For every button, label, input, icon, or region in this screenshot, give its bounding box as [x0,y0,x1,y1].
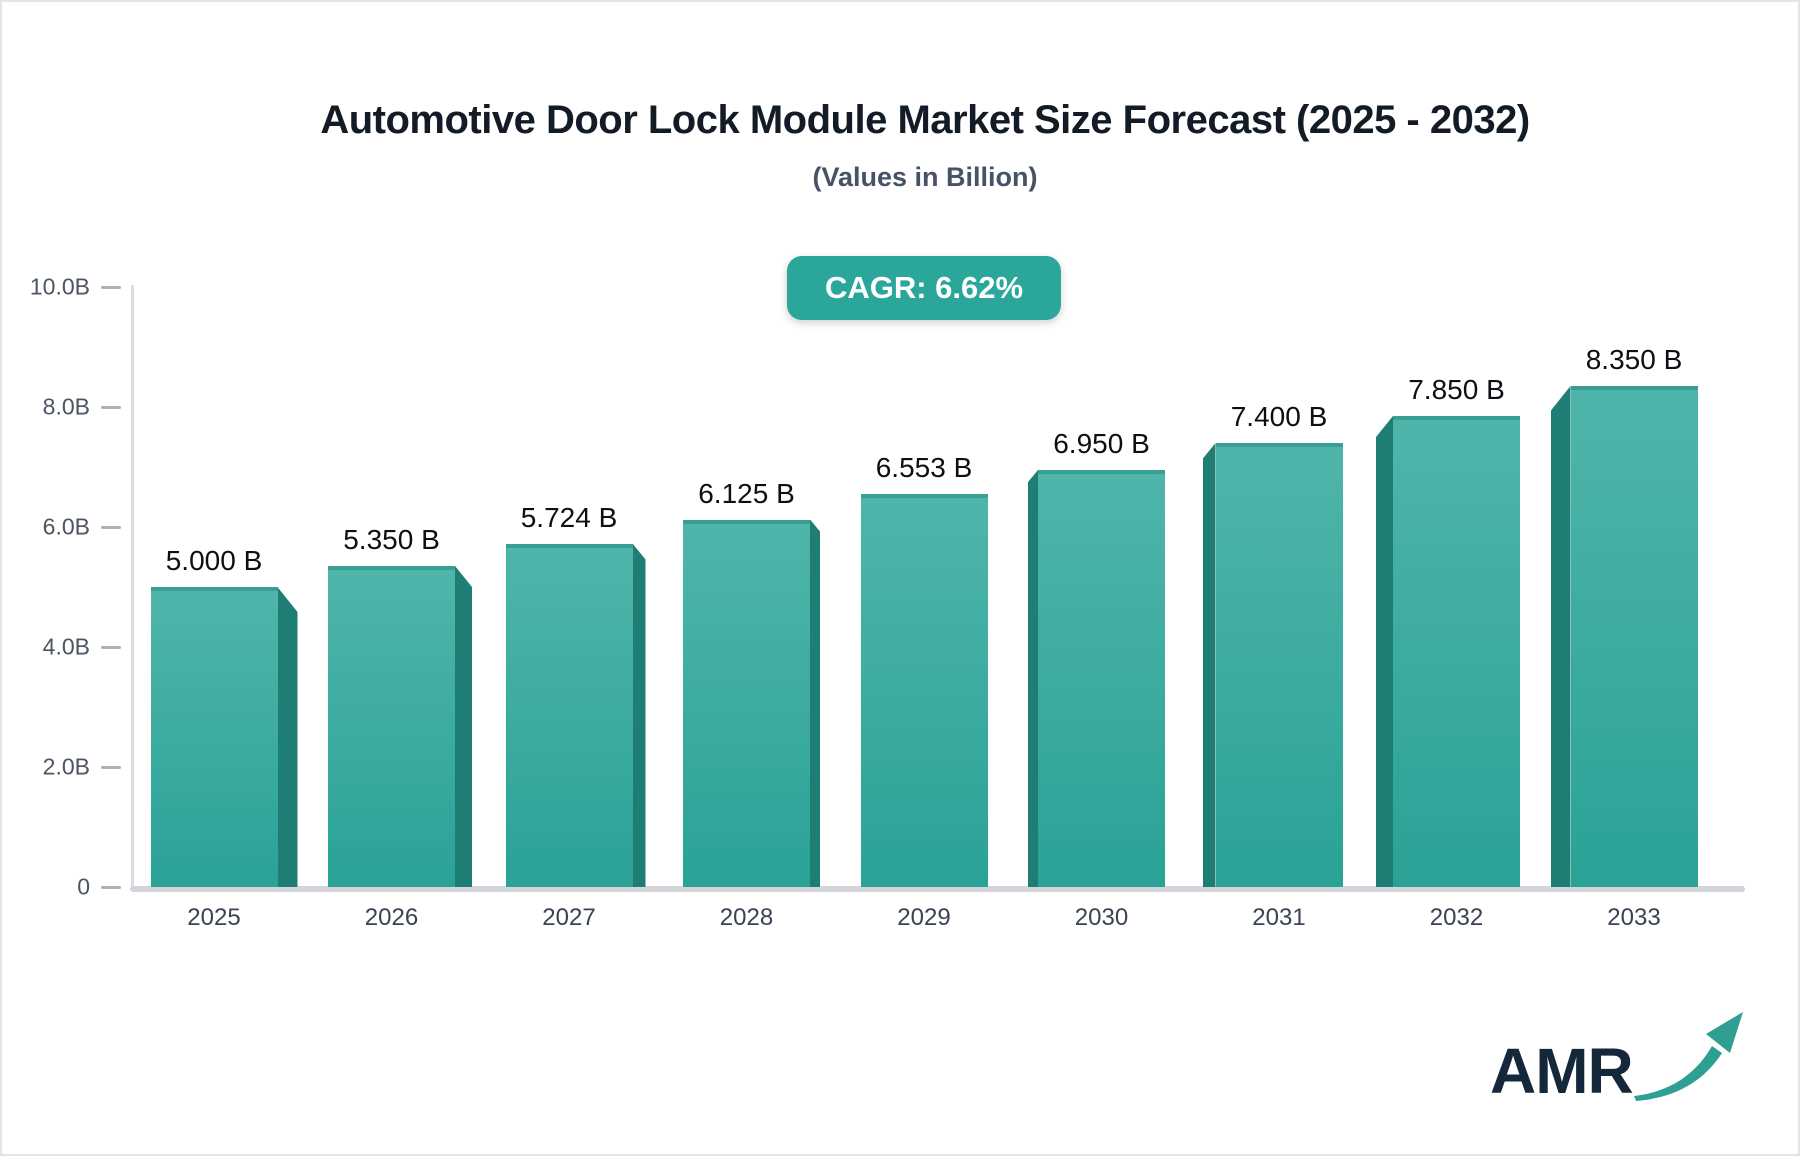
bar-3d-side [455,566,472,887]
x-axis-label: 2032 [1429,904,1484,931]
bar-face [328,566,455,887]
bar-3d-side [1028,470,1038,887]
bar-3d-side [1376,416,1393,887]
bar-value-label: 8.350 B [1585,344,1683,375]
bar-value-label: 6.950 B [1053,428,1150,459]
bar-3d-side [810,519,820,887]
bar-value-label: 7.850 B [1408,374,1505,405]
y-axis-tick-mark [101,886,121,889]
x-axis-label: 2029 [897,904,951,931]
cagr-badge: CAGR: 6.62% [786,256,1062,320]
bar-3d-side [632,543,646,887]
x-axis-label: 2026 [364,904,419,931]
bar-face [1570,386,1698,887]
bar-value-label: 7.400 B [1230,401,1328,432]
bar-face [150,587,278,887]
growth-arrow-icon [1634,1012,1743,1101]
bar-face [683,519,810,887]
y-axis-tick-mark [101,526,121,529]
x-axis-label: 2033 [1607,904,1661,931]
bar-face [1393,416,1520,887]
x-axis-baseline [130,886,1745,892]
y-axis-tick-label: 4.0B [42,633,90,660]
bar-3d-side [1202,443,1216,887]
y-axis-tick-mark [101,766,121,769]
x-axis-label: 2031 [1252,904,1306,931]
bar-face [860,493,988,887]
bar-3d-side [1550,386,1571,887]
chart-title: Automotive Door Lock Module Market Size … [320,98,1530,142]
y-axis-tick-mark [101,646,121,649]
bar-3d-side [277,587,298,887]
x-axis-label: 2030 [1074,904,1129,931]
y-axis-tick-label: 6.0B [42,513,90,540]
x-axis-label: 2025 [187,904,241,931]
bar-value-label: 6.125 B [698,477,795,509]
bar-face [1038,470,1165,887]
bar-value-label: 5.000 B [165,545,263,576]
bar-value-label: 5.724 B [520,501,618,533]
bar-face [1215,443,1343,887]
amr-logo-text: AMR [1490,1035,1634,1107]
y-axis-tick-label: 2.0B [42,753,90,780]
y-axis-tick-mark [101,286,121,289]
bar-value-label: 6.553 B [875,451,973,483]
chart-subtitle: (Values in Billion) [812,162,1038,192]
y-axis-tick-mark [101,406,121,409]
y-axis-tick-label: 0 [77,873,90,900]
y-axis-line [131,285,134,887]
x-axis-label: 2027 [542,904,596,931]
x-axis-label: 2028 [719,904,774,931]
bar-value-label: 5.350 B [343,524,440,555]
bar-face [505,543,633,887]
y-axis-tick-label: 8.0B [42,393,90,420]
y-axis-tick-label: 10.0B [29,273,90,300]
amr-logo: AMR [1490,1012,1750,1126]
